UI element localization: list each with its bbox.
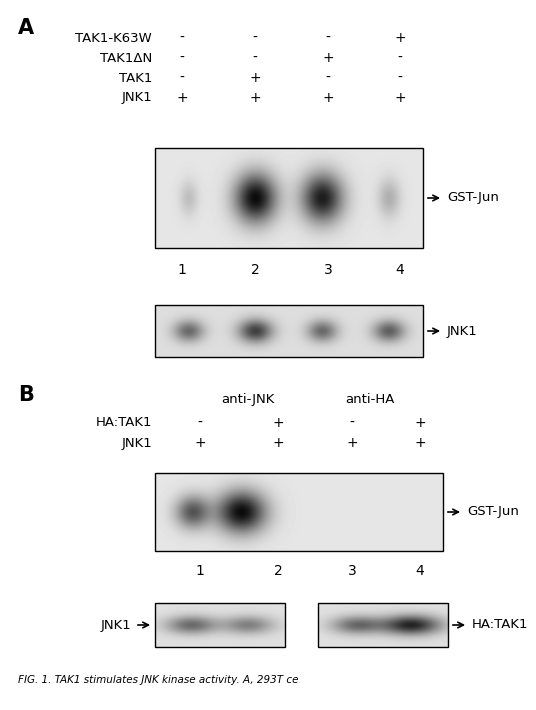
Text: -: - bbox=[398, 51, 403, 65]
Text: TAK1ΔN: TAK1ΔN bbox=[100, 52, 152, 65]
Text: 2: 2 bbox=[273, 564, 282, 578]
Bar bbox=[155, 305, 423, 357]
Text: JNK1: JNK1 bbox=[121, 437, 152, 449]
Text: anti-JNK: anti-JNK bbox=[221, 393, 274, 406]
Text: +: + bbox=[394, 31, 406, 45]
Text: TAK1: TAK1 bbox=[118, 72, 152, 84]
Text: +: + bbox=[194, 436, 206, 450]
Bar bbox=[155, 473, 443, 551]
Text: +: + bbox=[414, 436, 426, 450]
Text: -: - bbox=[325, 31, 330, 45]
Text: +: + bbox=[176, 91, 188, 105]
Text: 1: 1 bbox=[196, 564, 204, 578]
Text: +: + bbox=[249, 71, 261, 85]
Text: anti-HA: anti-HA bbox=[345, 393, 394, 406]
Text: +: + bbox=[322, 51, 334, 65]
Text: +: + bbox=[272, 416, 284, 430]
Text: -: - bbox=[325, 71, 330, 85]
Text: -: - bbox=[349, 416, 354, 430]
Text: +: + bbox=[414, 416, 426, 430]
Text: JNK1: JNK1 bbox=[100, 618, 131, 631]
Text: +: + bbox=[394, 91, 406, 105]
Text: FIG. 1. TAK1 stimulates JNK kinase activity. A, 293T ce: FIG. 1. TAK1 stimulates JNK kinase activ… bbox=[18, 675, 299, 685]
Text: JNK1: JNK1 bbox=[447, 324, 478, 337]
Text: JNK1: JNK1 bbox=[121, 92, 152, 104]
Text: 4: 4 bbox=[396, 263, 404, 277]
Text: B: B bbox=[18, 385, 34, 405]
Text: TAK1-K63W: TAK1-K63W bbox=[75, 31, 152, 45]
Text: 1: 1 bbox=[177, 263, 187, 277]
Text: -: - bbox=[180, 31, 184, 45]
Text: -: - bbox=[252, 31, 257, 45]
Text: 2: 2 bbox=[251, 263, 259, 277]
Text: +: + bbox=[249, 91, 261, 105]
Text: HA:TAK1: HA:TAK1 bbox=[95, 417, 152, 430]
Text: A: A bbox=[18, 18, 34, 38]
Text: -: - bbox=[180, 51, 184, 65]
Bar bbox=[155, 603, 285, 647]
Text: GST-Jun: GST-Jun bbox=[447, 192, 499, 204]
Text: 3: 3 bbox=[324, 263, 332, 277]
Text: -: - bbox=[180, 71, 184, 85]
Text: -: - bbox=[198, 416, 203, 430]
Text: 4: 4 bbox=[415, 564, 425, 578]
Text: -: - bbox=[252, 51, 257, 65]
Text: GST-Jun: GST-Jun bbox=[467, 506, 519, 518]
Text: +: + bbox=[346, 436, 358, 450]
Text: +: + bbox=[322, 91, 334, 105]
Bar bbox=[155, 148, 423, 248]
Bar bbox=[318, 603, 448, 647]
Text: HA:TAK1: HA:TAK1 bbox=[472, 618, 528, 631]
Text: -: - bbox=[398, 71, 403, 85]
Text: +: + bbox=[272, 436, 284, 450]
Text: 3: 3 bbox=[348, 564, 356, 578]
